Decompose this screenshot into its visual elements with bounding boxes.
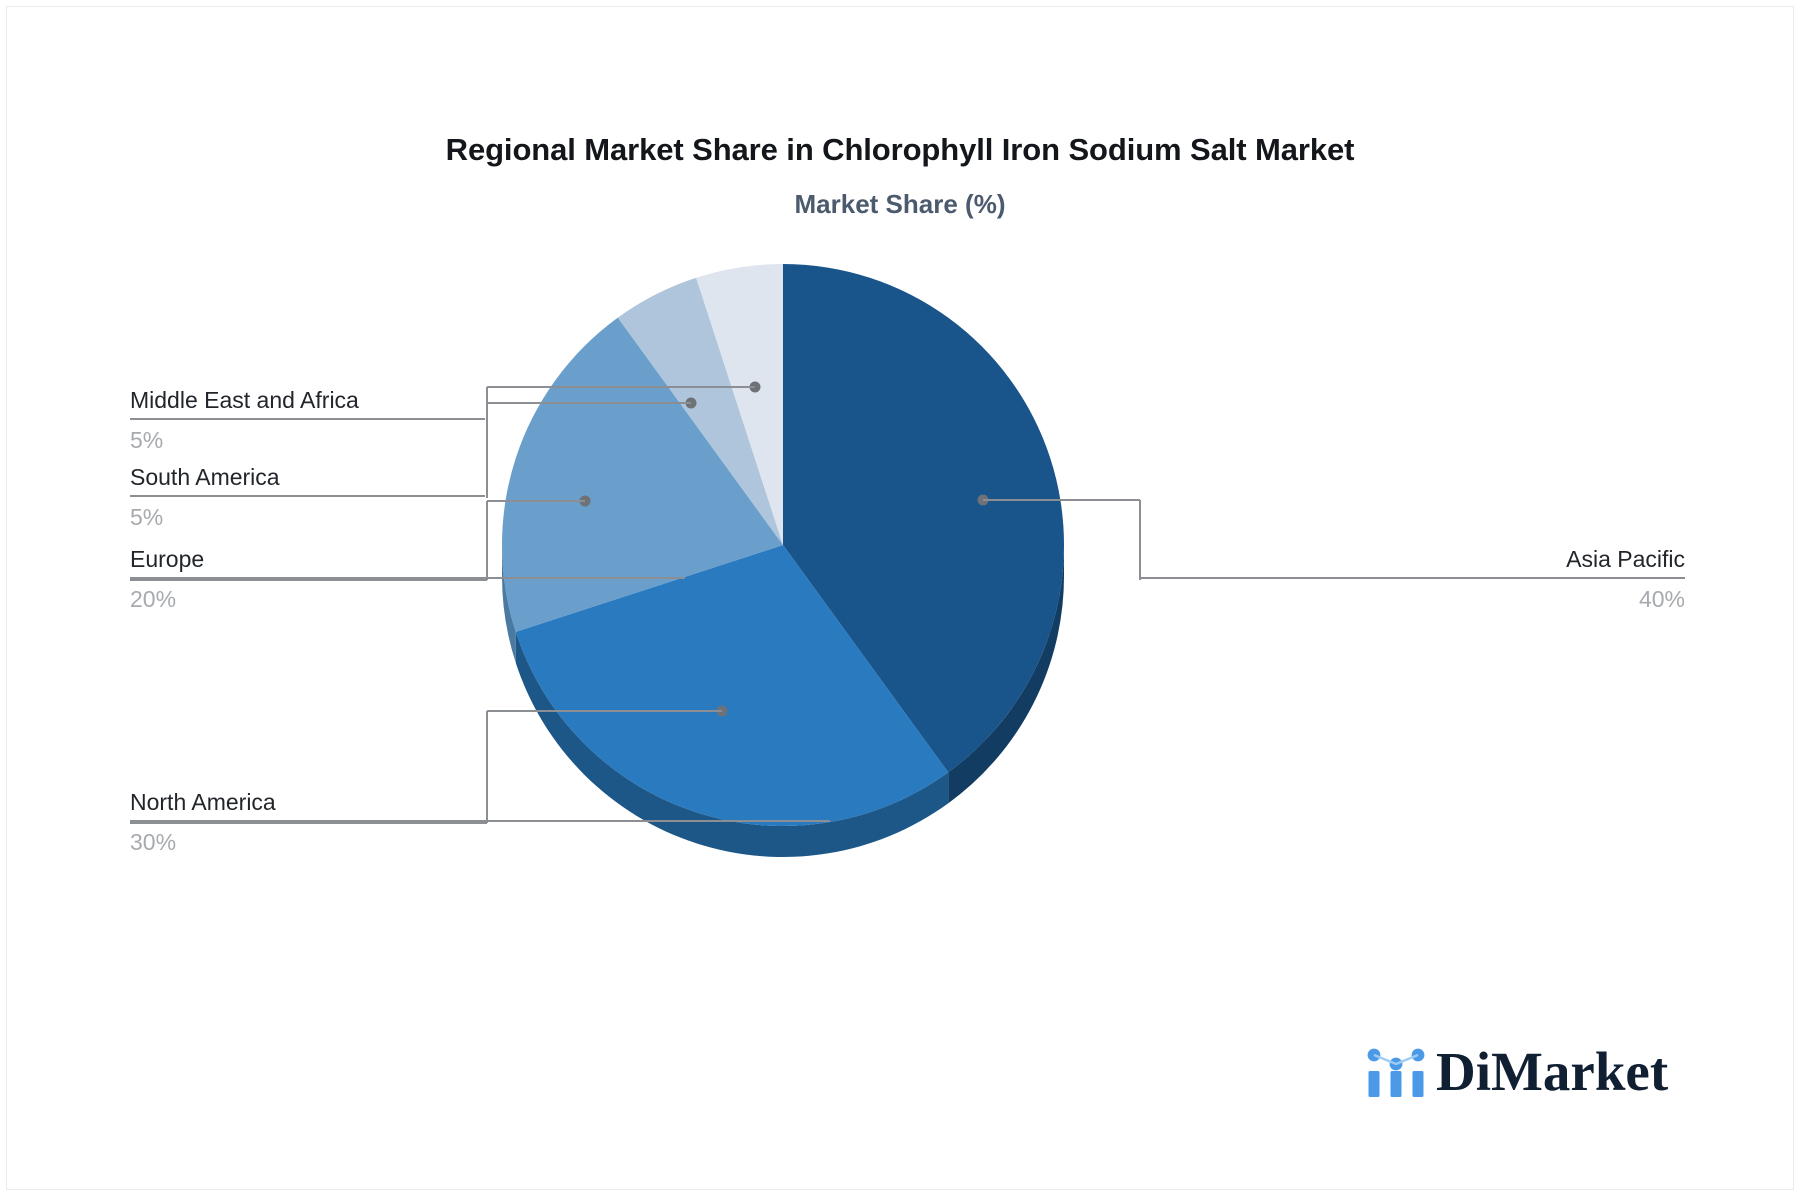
callout-label: North America [130,789,276,815]
callout-label: Europe [130,546,205,572]
callout-rule [130,418,485,420]
bar-chart-icon [1367,1048,1425,1097]
callout-asia-pacific: Asia Pacific 40% [1140,544,1685,615]
callout-middle-east-and-africa: Middle East and Africa 5% [130,385,485,456]
callout-europe: Europe 20% [130,544,685,615]
brand-logo-text: DiMarket [1436,1041,1669,1102]
pie-slice-depth [948,545,1064,804]
callout-rule [130,577,685,579]
brand-logo: DiMarket [1367,1044,1668,1099]
pie-slice-depth [515,631,949,858]
callout-value: 5% [130,427,164,453]
chart-subtitle: Market Share (%) [794,189,1006,219]
pie-slice-depth [502,545,516,663]
callout-label: Asia Pacific [1566,546,1685,572]
chart-title: Regional Market Share in Chlorophyll Iro… [445,132,1355,167]
callout-rule [130,820,830,822]
leader-lines-layer [130,381,1141,824]
callout-north-america: North America 30% [130,787,830,858]
pie-slice-middle-east-and-africa[interactable] [696,264,783,545]
pie-slices-layer [501,264,1065,827]
pie-slice-north-america[interactable] [515,545,949,827]
pie-depth-layer [502,545,1064,858]
pie-slice-asia-pacific[interactable] [783,264,1065,773]
callout-rule [130,495,485,497]
pie-slice-south-america[interactable] [617,277,783,545]
callout-value: 30% [130,829,177,855]
callout-rule [1140,577,1685,579]
pie-slice-europe[interactable] [501,317,783,632]
callout-south-america: South America 5% [130,462,485,533]
callout-label: South America [130,464,280,490]
callout-value: 20% [130,586,177,612]
callout-value: 40% [1638,586,1685,612]
callout-label: Middle East and Africa [130,387,359,413]
callout-value: 5% [130,504,164,530]
